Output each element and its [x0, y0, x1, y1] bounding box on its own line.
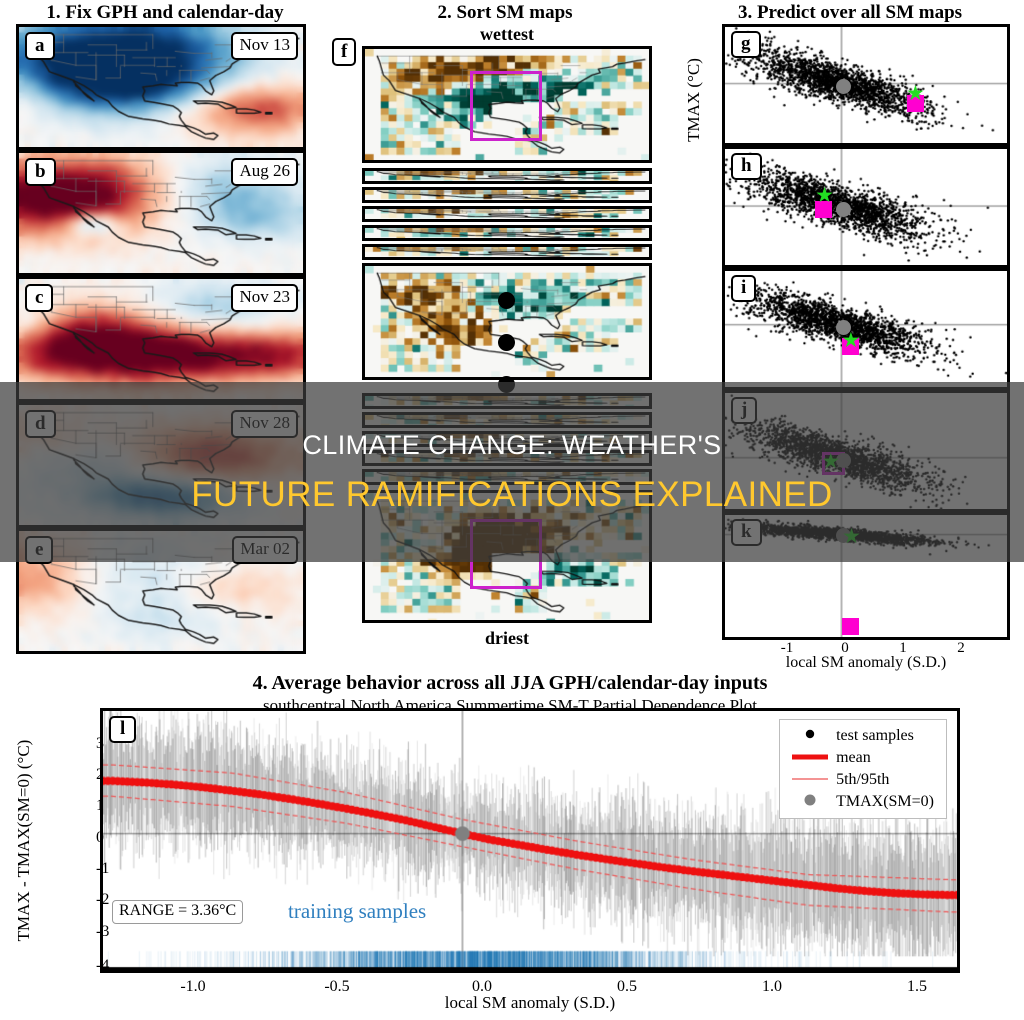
- x-tick-label: -1: [780, 640, 794, 656]
- wettest-label: wettest: [480, 24, 534, 44]
- legend-line-thick-red-icon: [788, 749, 832, 767]
- overlay-line-1: CLIMATE CHANGE: WEATHER'S: [302, 429, 722, 460]
- pdp-x-tick: 0.0: [472, 978, 492, 995]
- tmax-sm0-marker: [836, 79, 852, 95]
- date-tag-b: Aug 26: [231, 158, 298, 186]
- pdp-x-axis-label: local SM anomaly (S.D.): [444, 993, 616, 1012]
- legend-label: mean: [836, 749, 871, 766]
- gph-map-a[interactable]: a Nov 13: [16, 24, 306, 150]
- pdp-legend: test samples mean 5th/95th TMAX(SM=0): [779, 719, 947, 819]
- sm-canvas-sliver: [365, 190, 649, 200]
- legend-line-thin-red-icon: [788, 771, 832, 789]
- step1-heading: 1. Fix GPH and calendar-day: [46, 2, 284, 23]
- scatter-canvas-g: [725, 27, 1007, 143]
- overlay-line-2: FUTURE RAMIFICATIONS EXPLAINED: [191, 474, 833, 514]
- legend-dot-gray-icon: [788, 792, 832, 813]
- sm-map-wettest[interactable]: [362, 46, 652, 163]
- panel-letter-f: f: [332, 38, 357, 66]
- step2-heading: 2. Sort SM maps: [437, 2, 573, 23]
- sm-canvas-middle: [365, 266, 649, 377]
- training-samples-label: training samples: [288, 899, 427, 923]
- legend-label: test samples: [836, 727, 914, 744]
- gph-map-b[interactable]: b Aug 26: [16, 150, 306, 276]
- driest-prediction-marker: [814, 200, 832, 218]
- ellipsis-dot: [498, 292, 515, 309]
- range-annotation: RANGE = 3.36°C: [112, 900, 244, 924]
- pdp-x-tick: 1.5: [907, 978, 927, 995]
- panel-letter-l: l: [109, 716, 137, 743]
- pdp-y-axis-label: TMAX - TMAX(SM=0) (°C): [14, 739, 33, 942]
- tmax-sm0-marker: [836, 201, 852, 217]
- legend-label: TMAX(SM=0): [836, 793, 934, 810]
- scatter-panel-g[interactable]: g 18 15 12 ★: [722, 24, 1010, 146]
- pdp-plot[interactable]: l RANGE = 3.36°C training samples test s…: [100, 708, 960, 973]
- driest-prediction-marker: [841, 337, 859, 355]
- scatter-panel-i[interactable]: i 20 16 ★: [722, 268, 1010, 390]
- sm-map-sliver[interactable]: [362, 244, 652, 260]
- pdp-x-tick: -0.5: [324, 978, 350, 995]
- wettest-prediction-marker: ★: [905, 80, 925, 105]
- sm-canvas-sliver: [365, 228, 649, 238]
- overlay-banner: CLIMATE CHANGE: WEATHER'S FUTURE RAMIFIC…: [0, 382, 1024, 562]
- sm-canvas-wettest: [365, 49, 649, 160]
- wettest-prediction-marker: ★: [841, 328, 861, 353]
- panel-letter-h: h: [731, 153, 762, 180]
- legend-dot-black-icon: [788, 726, 832, 747]
- x-tick-label: 2: [957, 640, 965, 656]
- scatter-canvas-i: [725, 271, 1007, 387]
- legend-row: test samples: [788, 725, 934, 747]
- scatter-y-axis-label: TMAX (°C): [684, 58, 703, 142]
- tmax-sm0-marker: [836, 319, 852, 335]
- pdp-x-tick: -1.0: [180, 978, 206, 995]
- legend-label: 5th/95th: [836, 771, 890, 788]
- sm-map-middle[interactable]: [362, 263, 652, 380]
- panel-letter-i: i: [731, 275, 757, 302]
- pdp-x-tick: 1.0: [762, 978, 782, 995]
- sm-map-sliver[interactable]: [362, 187, 652, 203]
- driest-prediction-marker: [841, 618, 859, 636]
- x-tick-label: 0: [841, 640, 849, 656]
- region-box-wettest: [470, 71, 542, 141]
- step3-heading: 3. Predict over all SM maps: [737, 2, 963, 23]
- panel-letter-c: c: [25, 284, 54, 312]
- date-tag-c: Nov 23: [231, 284, 298, 312]
- legend-row: TMAX(SM=0): [788, 791, 934, 813]
- sm-canvas-sliver: [365, 171, 649, 181]
- scatter-x-axis-label: local SM anomaly (S.D.): [785, 654, 947, 671]
- x-tick-label: 1: [899, 640, 907, 656]
- scatter-canvas-h: [725, 149, 1007, 265]
- legend-row: 5th/95th: [788, 769, 934, 791]
- panel-letter-b: b: [25, 158, 56, 186]
- panel-letter-a: a: [25, 32, 55, 60]
- wettest-prediction-marker: ★: [815, 182, 834, 207]
- sm-map-sliver[interactable]: [362, 225, 652, 241]
- driest-label: driest: [485, 628, 529, 648]
- sm-map-sliver[interactable]: [362, 206, 652, 222]
- driest-prediction-marker: [907, 95, 925, 113]
- sm-map-sliver[interactable]: [362, 168, 652, 184]
- step4-heading: 4. Average behavior across all JJA GPH/c…: [252, 672, 768, 694]
- pdp-x-tick: 0.5: [617, 978, 637, 995]
- gph-map-c[interactable]: c Nov 23: [16, 276, 306, 402]
- sm-canvas-sliver: [365, 247, 649, 257]
- scatter-panel-h[interactable]: h 30 27 ★: [722, 146, 1010, 268]
- panel-letter-g: g: [731, 31, 761, 58]
- ellipsis-dot: [498, 334, 515, 351]
- legend-row: mean: [788, 747, 934, 769]
- date-tag-a: Nov 13: [231, 32, 298, 60]
- sm-canvas-sliver: [365, 209, 649, 219]
